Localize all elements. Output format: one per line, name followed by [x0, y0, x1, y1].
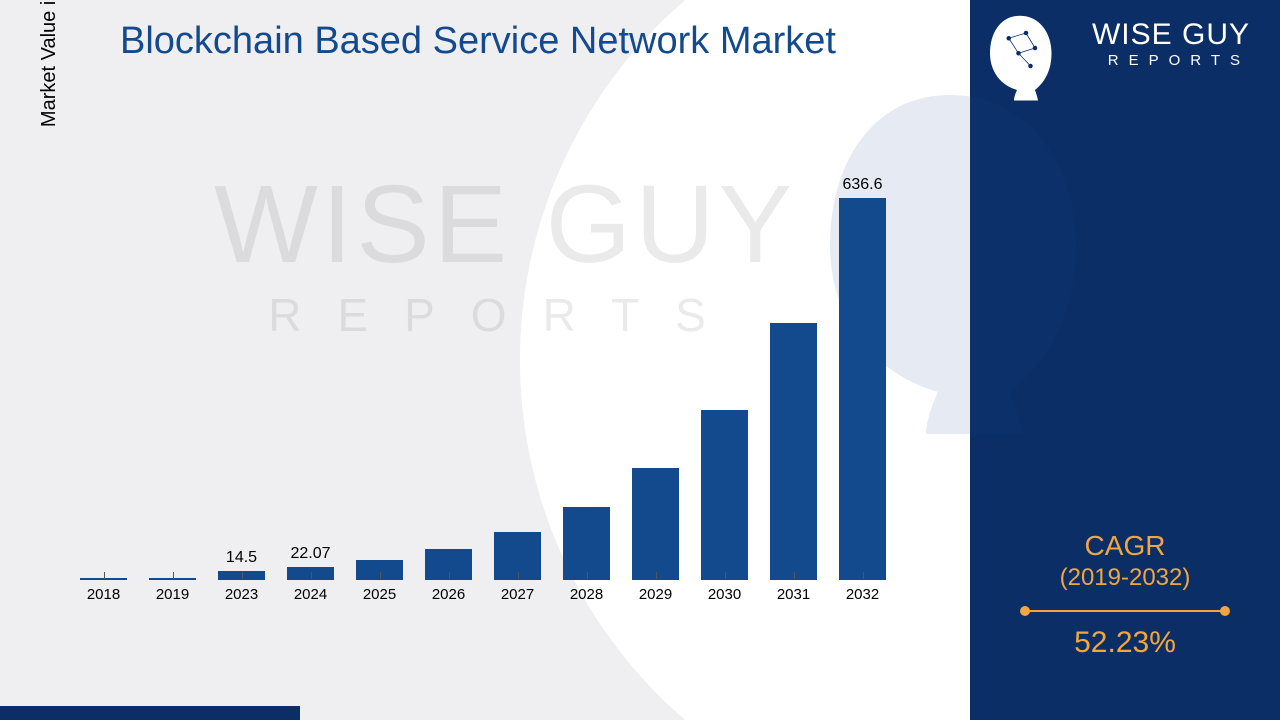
x-tick-label: 2018 — [69, 580, 138, 603]
logo: WISE GUY REPORTS — [1092, 20, 1250, 69]
bar — [701, 410, 748, 580]
bar-chart: 14.5 22.07 636.6 2018201920232024202520262… — [80, 160, 910, 620]
x-tick-label: 2028 — [552, 580, 621, 603]
logo-head-icon — [980, 12, 1060, 102]
x-tick-label: 2019 — [138, 580, 207, 603]
bar — [770, 323, 817, 580]
x-tick-label: 2030 — [690, 580, 759, 603]
x-tick-label: 2025 — [345, 580, 414, 603]
x-tick-label: 2023 — [207, 580, 276, 603]
chart-title: Blockchain Based Service Network Market — [120, 20, 840, 64]
report-card: WISE GUY REPORTS CAGR (2019-2032) 52.23%… — [0, 0, 1280, 720]
bar — [632, 468, 679, 580]
bar: 636.6 — [839, 198, 886, 580]
x-tick-label: 2029 — [621, 580, 690, 603]
y-axis-label: Market Value in USD Billion — [38, 0, 61, 200]
cagr-label: CAGR — [970, 530, 1280, 562]
cagr-divider — [1025, 610, 1225, 612]
bar-value-label: 636.6 — [839, 176, 886, 194]
bar — [563, 507, 610, 580]
x-axis: 2018201920232024202520262027202820292030… — [80, 580, 910, 620]
x-tick-label: 2031 — [759, 580, 828, 603]
plot-area: 14.5 22.07 636.6 — [80, 160, 910, 580]
logo-main-text: WISE GUY — [1092, 20, 1250, 50]
x-tick-label: 2032 — [828, 580, 897, 603]
cagr-block: CAGR (2019-2032) 52.23% — [970, 530, 1280, 660]
bar-value-label: 22.07 — [287, 545, 334, 563]
cagr-value: 52.23% — [970, 626, 1280, 660]
x-tick-label: 2026 — [414, 580, 483, 603]
logo-sub-text: REPORTS — [1092, 52, 1250, 69]
x-tick-label: 2027 — [483, 580, 552, 603]
x-tick-label: 2024 — [276, 580, 345, 603]
footer-accent-bar — [0, 706, 300, 720]
bar-value-label: 14.5 — [218, 549, 265, 567]
cagr-period: (2019-2032) — [970, 564, 1280, 592]
